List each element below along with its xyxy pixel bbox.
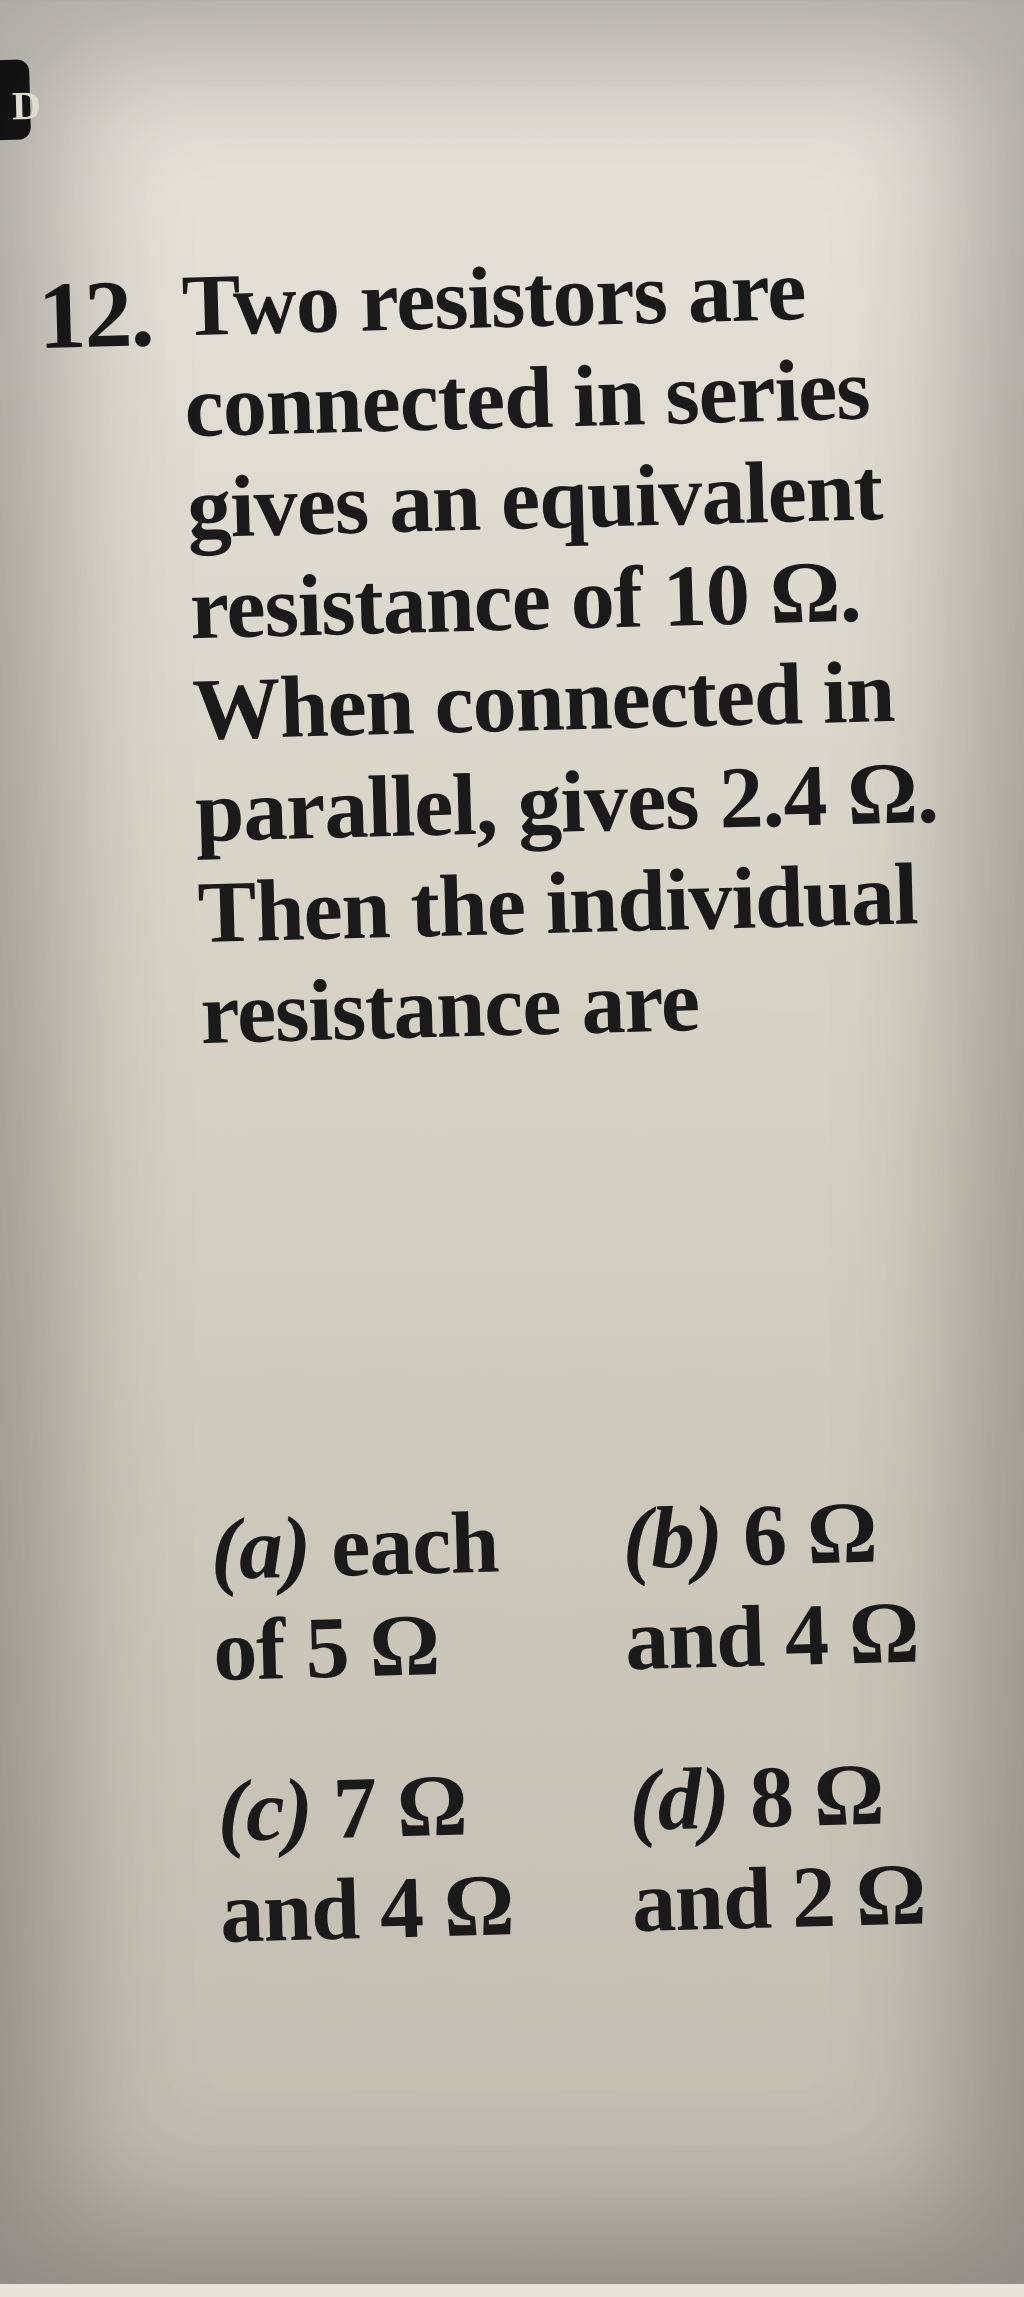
question-text: Two resistors are connected in series gi… xyxy=(181,236,962,1065)
option-d-label: (d) xyxy=(628,1751,730,1851)
option-c: (c) 7 Ω and 4 Ω xyxy=(216,1752,603,1964)
question-number: 12. xyxy=(37,257,154,371)
page-marker-letter: D xyxy=(11,82,41,130)
option-d: (d) 8 Ω and 2 Ω xyxy=(598,1742,985,1954)
option-row-1: (a) each of 5 Ω (b) 6 Ω and 4 Ω xyxy=(209,1480,978,1702)
page-content: 12. Two resistors are connected in serie… xyxy=(0,0,1024,2297)
option-b-label: (b) xyxy=(621,1489,723,1589)
option-c-label: (c) xyxy=(216,1762,313,1861)
option-row-2: (c) 7 Ω and 4 Ω (d) 8 Ω and 2 Ω xyxy=(216,1742,985,1964)
option-a-label: (a) xyxy=(209,1500,311,1600)
option-b: (b) 6 Ω and 4 Ω xyxy=(591,1480,978,1692)
options-container: (a) each of 5 Ω (b) 6 Ω and 4 Ω (c) 7 Ω … xyxy=(69,1480,986,2027)
option-a: (a) each of 5 Ω xyxy=(209,1490,596,1702)
question-block: 12. Two resistors are connected in serie… xyxy=(37,236,962,1069)
